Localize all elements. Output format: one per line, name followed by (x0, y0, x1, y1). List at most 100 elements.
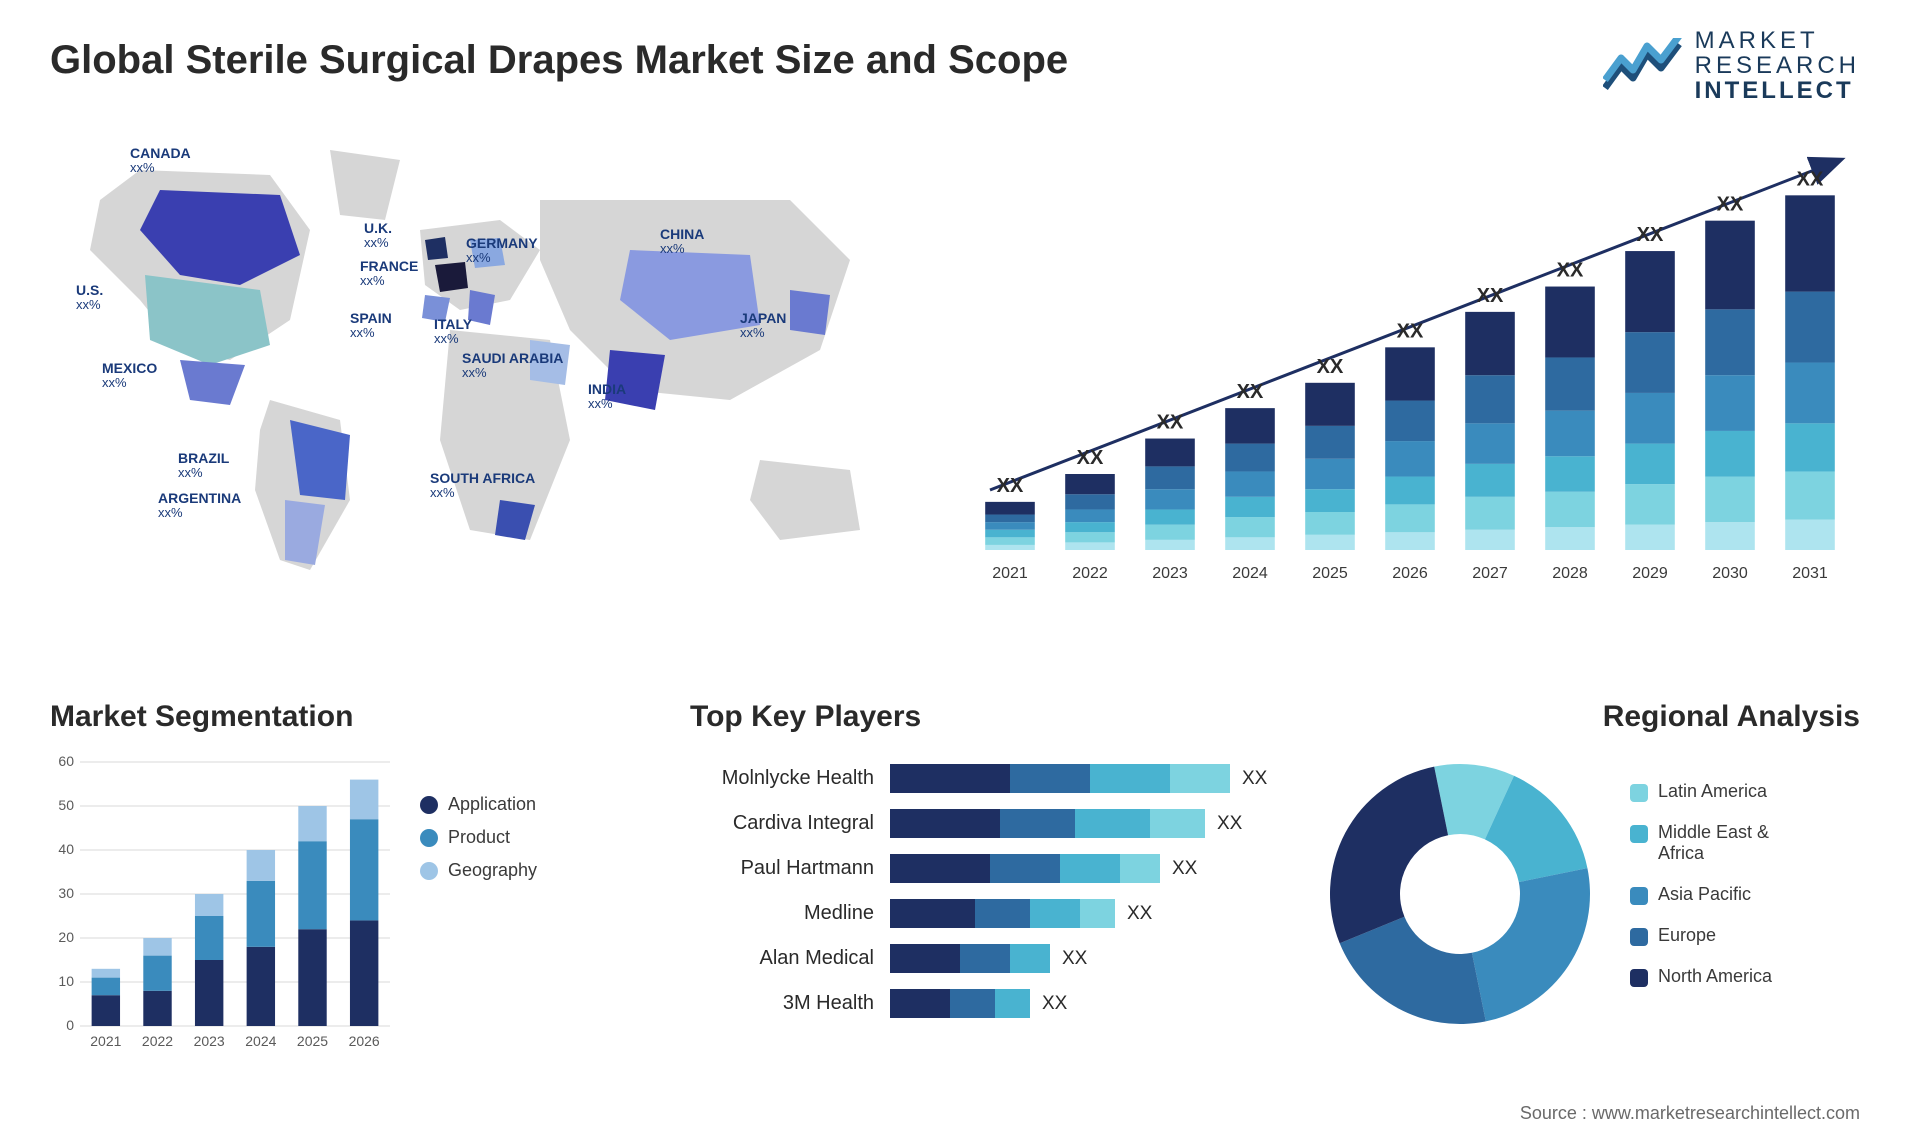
segmentation-title: Market Segmentation (50, 700, 610, 734)
source-attribution: Source : www.marketresearchintellect.com (1520, 1103, 1860, 1124)
svg-text:2025: 2025 (297, 1033, 328, 1049)
logo-line1: MARKET (1695, 28, 1860, 53)
player-bar: XX (890, 809, 1290, 838)
player-value: XX (1242, 768, 1267, 790)
svg-text:XX: XX (1557, 260, 1584, 282)
player-name: Cardiva Integral (690, 812, 890, 835)
regional-legend-item: Europe (1630, 925, 1808, 946)
map-country-label: ITALYxx% (434, 316, 472, 347)
segmentation-legend-item: Geography (420, 860, 537, 881)
svg-text:2030: 2030 (1712, 565, 1748, 582)
svg-text:XX: XX (1237, 381, 1264, 403)
legend-label: Middle East & Africa (1658, 822, 1808, 864)
player-value: XX (1127, 903, 1152, 925)
map-country-label: CHINAxx% (660, 226, 704, 257)
legend-label: North America (1658, 966, 1772, 987)
regional-legend-item: North America (1630, 966, 1808, 987)
segmentation-legend-item: Application (420, 794, 537, 815)
regional-legend-item: Latin America (1630, 781, 1808, 802)
legend-dot (1630, 887, 1648, 905)
player-value: XX (1042, 993, 1067, 1015)
regional-title: Regional Analysis (1320, 700, 1860, 734)
svg-text:2023: 2023 (1152, 565, 1188, 582)
svg-text:2021: 2021 (992, 565, 1028, 582)
player-bar: XX (890, 764, 1290, 793)
legend-dot (420, 862, 438, 880)
segmentation-chart: 0 10 20 30 40 50 60 2021 2022 2023 2024 2025 2026 (50, 754, 390, 1054)
regional-section: Regional Analysis Latin America Middle Ea… (1320, 700, 1860, 1034)
page-title: Global Sterile Surgical Drapes Market Si… (50, 38, 1068, 83)
svg-text:2027: 2027 (1472, 565, 1508, 582)
key-players-grid: Molnlycke Health XX Cardiva Integral XX Paul… (690, 764, 1290, 1018)
player-value: XX (1172, 858, 1197, 880)
legend-dot (1630, 928, 1648, 946)
svg-text:2031: 2031 (1792, 565, 1828, 582)
svg-text:2022: 2022 (142, 1033, 173, 1049)
player-bar: XX (890, 944, 1290, 973)
player-name: Paul Hartmann (690, 857, 890, 880)
regional-legend-item: Asia Pacific (1630, 884, 1808, 905)
segmentation-legend-item: Product (420, 827, 537, 848)
svg-text:XX: XX (1797, 168, 1824, 190)
world-map: CANADAxx%U.S.xx%MEXICOxx%BRAZILxx%ARGENT… (30, 140, 930, 590)
svg-text:2022: 2022 (1072, 565, 1108, 582)
map-country-label: INDIAxx% (588, 381, 626, 412)
player-name: 3M Health (690, 992, 890, 1015)
logo-line2: RESEARCH (1695, 53, 1860, 78)
legend-label: Latin America (1658, 781, 1767, 802)
brand-logo: MARKET RESEARCH INTELLECT (1603, 28, 1860, 104)
legend-label: Application (448, 794, 536, 815)
svg-text:40: 40 (58, 841, 74, 857)
svg-text:XX: XX (1077, 447, 1104, 469)
svg-text:XX: XX (1157, 412, 1184, 434)
svg-text:2025: 2025 (1312, 565, 1348, 582)
svg-text:30: 30 (58, 885, 74, 901)
segmentation-legend: Application Product Geography (420, 794, 537, 893)
main-growth-chart: XX2021XX2022XX2023XX2024XX2025XX2026XX20… (960, 150, 1860, 590)
player-bar: XX (890, 854, 1290, 883)
player-value: XX (1217, 813, 1242, 835)
svg-text:2024: 2024 (1232, 565, 1268, 582)
svg-text:10: 10 (58, 973, 74, 989)
map-country-label: ARGENTINAxx% (158, 490, 241, 521)
player-value: XX (1062, 948, 1087, 970)
svg-text:50: 50 (58, 797, 74, 813)
map-country-label: U.K.xx% (364, 220, 392, 251)
segmentation-section: Market Segmentation 0 10 20 30 40 50 60 2021 202… (50, 700, 610, 1054)
svg-text:2023: 2023 (194, 1033, 225, 1049)
svg-text:2024: 2024 (245, 1033, 276, 1049)
legend-dot (1630, 784, 1648, 802)
svg-text:0: 0 (66, 1017, 74, 1033)
legend-dot (420, 829, 438, 847)
svg-text:XX: XX (1477, 285, 1504, 307)
svg-text:XX: XX (1397, 320, 1424, 342)
legend-dot (420, 796, 438, 814)
map-country-label: U.S.xx% (76, 282, 103, 313)
legend-label: Europe (1658, 925, 1716, 946)
svg-text:2029: 2029 (1632, 565, 1668, 582)
map-country-label: SOUTH AFRICAxx% (430, 470, 535, 501)
player-bar: XX (890, 899, 1290, 928)
map-country-label: MEXICOxx% (102, 360, 157, 391)
map-country-label: SAUDI ARABIAxx% (462, 350, 563, 381)
player-name: Molnlycke Health (690, 767, 890, 790)
legend-dot (1630, 969, 1648, 987)
main-chart-svg: XX2021XX2022XX2023XX2024XX2025XX2026XX20… (960, 150, 1860, 590)
svg-text:XX: XX (1317, 356, 1344, 378)
regional-donut-chart (1320, 754, 1600, 1034)
svg-text:XX: XX (1637, 224, 1664, 246)
map-country-label: JAPANxx% (740, 310, 786, 341)
svg-text:2021: 2021 (90, 1033, 121, 1049)
svg-text:20: 20 (58, 929, 74, 945)
legend-dot (1630, 825, 1648, 843)
svg-text:XX: XX (997, 475, 1024, 497)
logo-line3: INTELLECT (1695, 78, 1860, 103)
player-bar: XX (890, 989, 1290, 1018)
regional-legend-item: Middle East & Africa (1630, 822, 1808, 864)
map-country-label: FRANCExx% (360, 258, 418, 289)
map-country-label: BRAZILxx% (178, 450, 229, 481)
svg-text:60: 60 (58, 754, 74, 769)
legend-label: Asia Pacific (1658, 884, 1751, 905)
svg-text:2026: 2026 (349, 1033, 380, 1049)
map-country-label: SPAINxx% (350, 310, 392, 341)
